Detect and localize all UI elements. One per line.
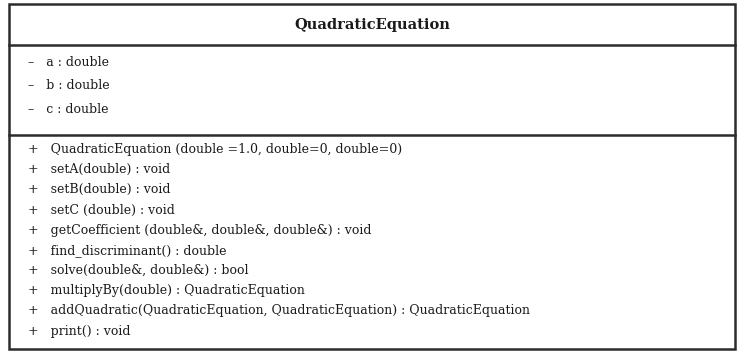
Text: +   solve(double&, double&) : bool: + solve(double&, double&) : bool — [28, 264, 248, 277]
Text: +   setC (double) : void: + setC (double) : void — [28, 204, 174, 216]
Text: +   multiplyBy(double) : QuadraticEquation: + multiplyBy(double) : QuadraticEquation — [28, 284, 304, 297]
Text: +   print() : void: + print() : void — [28, 325, 130, 337]
Text: +   getCoefficient (double&, double&, double&) : void: + getCoefficient (double&, double&, doub… — [28, 224, 371, 237]
Text: +   setA(double) : void: + setA(double) : void — [28, 163, 170, 176]
Text: +   setB(double) : void: + setB(double) : void — [28, 183, 170, 196]
Text: –   a : double: – a : double — [28, 55, 109, 68]
Text: +   find_discriminant() : double: + find_discriminant() : double — [28, 244, 226, 257]
Text: –   c : double: – c : double — [28, 103, 108, 116]
Text: +   addQuadratic(QuadraticEquation, QuadraticEquation) : QuadraticEquation: + addQuadratic(QuadraticEquation, Quadra… — [28, 304, 530, 317]
Text: QuadraticEquation: QuadraticEquation — [294, 18, 450, 31]
Text: –   b : double: – b : double — [28, 79, 109, 92]
Text: +   QuadraticEquation (double =1.0, double=0, double=0): + QuadraticEquation (double =1.0, double… — [28, 143, 402, 156]
